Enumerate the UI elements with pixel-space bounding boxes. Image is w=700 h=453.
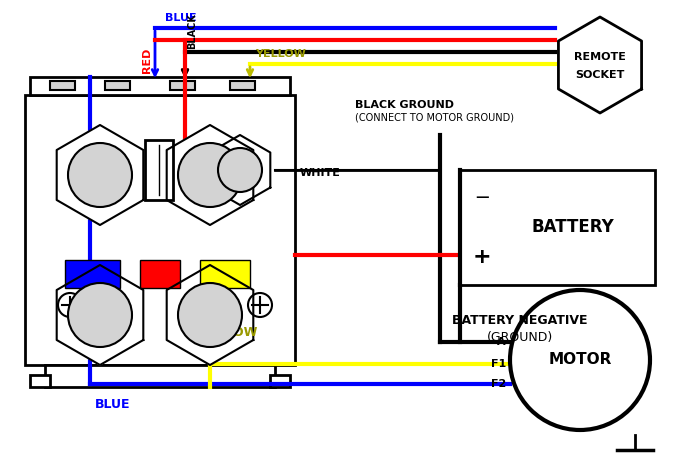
Text: A: A bbox=[498, 337, 506, 347]
Text: MOTOR: MOTOR bbox=[548, 352, 612, 367]
Polygon shape bbox=[57, 125, 144, 225]
Text: BATTERY NEGATIVE: BATTERY NEGATIVE bbox=[452, 313, 588, 327]
Text: YELLOW: YELLOW bbox=[200, 326, 258, 339]
Text: (CONNECT TO MOTOR GROUND): (CONNECT TO MOTOR GROUND) bbox=[355, 113, 514, 123]
Bar bbox=[460, 170, 655, 285]
Bar bbox=[30, 375, 50, 387]
Text: YELLOW: YELLOW bbox=[255, 49, 306, 59]
Bar bbox=[170, 81, 195, 90]
Text: BLACK: BLACK bbox=[187, 13, 197, 49]
Text: REMOTE: REMOTE bbox=[574, 52, 626, 62]
Text: RED: RED bbox=[142, 47, 152, 72]
Bar bbox=[200, 260, 250, 288]
Text: BLUE: BLUE bbox=[165, 13, 197, 23]
Bar bbox=[65, 260, 120, 288]
Circle shape bbox=[248, 293, 272, 317]
Bar bbox=[45, 365, 275, 387]
Circle shape bbox=[178, 283, 242, 347]
Bar bbox=[270, 375, 290, 387]
Bar bbox=[30, 77, 290, 95]
Text: (GROUND): (GROUND) bbox=[487, 331, 553, 343]
Circle shape bbox=[218, 148, 262, 192]
Bar bbox=[50, 81, 75, 90]
Circle shape bbox=[510, 290, 650, 430]
Text: BLACK GROUND: BLACK GROUND bbox=[355, 100, 454, 110]
Polygon shape bbox=[210, 135, 270, 205]
Bar bbox=[230, 81, 255, 90]
Text: WHITE: WHITE bbox=[300, 168, 341, 178]
Bar bbox=[25, 95, 295, 365]
Text: +: + bbox=[473, 247, 491, 267]
Polygon shape bbox=[57, 265, 144, 365]
Polygon shape bbox=[167, 125, 253, 225]
Text: F2: F2 bbox=[491, 379, 506, 389]
Bar bbox=[105, 81, 130, 90]
Text: SOCKET: SOCKET bbox=[575, 70, 624, 80]
Circle shape bbox=[68, 283, 132, 347]
Circle shape bbox=[68, 143, 132, 207]
Polygon shape bbox=[559, 17, 642, 113]
Polygon shape bbox=[167, 265, 253, 365]
Circle shape bbox=[178, 143, 242, 207]
Text: F1: F1 bbox=[491, 359, 506, 369]
Circle shape bbox=[58, 293, 82, 317]
Text: BLUE: BLUE bbox=[95, 398, 130, 411]
Bar bbox=[145, 140, 173, 200]
Text: BATTERY: BATTERY bbox=[532, 218, 615, 236]
Bar bbox=[140, 260, 180, 288]
Text: ─: ─ bbox=[476, 188, 488, 207]
